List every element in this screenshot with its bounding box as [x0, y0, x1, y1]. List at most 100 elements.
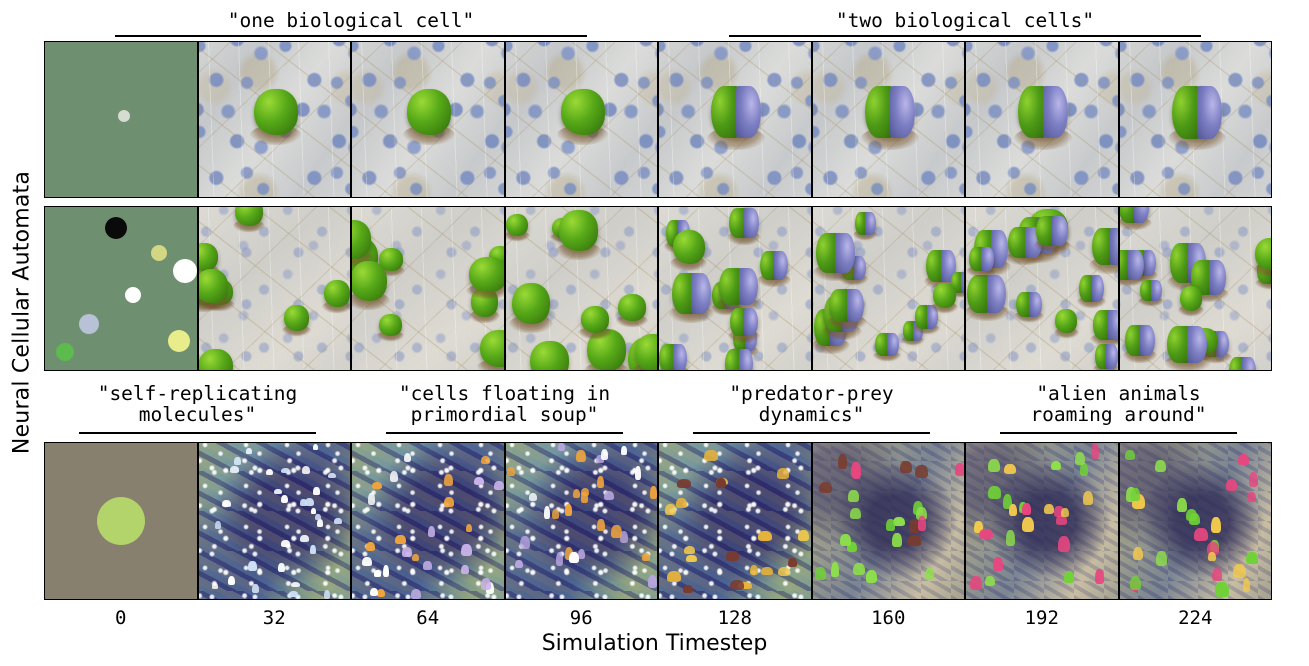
simulation-panel-r2-t224[interactable]: [1119, 206, 1272, 371]
seed-dot: [79, 314, 100, 335]
cell-green-half: [671, 273, 694, 314]
tissue-canvas: [506, 207, 657, 370]
simulation-panel-r2-t32[interactable]: [198, 206, 351, 371]
cell-organism: [615, 294, 649, 327]
cell-blue-half: [1106, 344, 1118, 369]
cell-nest: [376, 266, 405, 277]
simulation-panel-r2-t160[interactable]: [812, 206, 965, 371]
simulation-panel-r2-t96[interactable]: [505, 206, 658, 371]
cell-organism: [1228, 356, 1256, 370]
cell-green-body: [618, 294, 646, 322]
cell-nest: [901, 336, 925, 346]
creature-sprite: [852, 468, 861, 479]
cell-organism: [249, 89, 302, 145]
cell-organism: [321, 280, 350, 314]
cell-green-half: [829, 288, 849, 323]
group-rule-alien-animals-roaming-around: [1000, 432, 1237, 434]
cell-blue-half: [736, 86, 761, 139]
creature-sprite: [246, 448, 253, 454]
creature-sprite: [312, 443, 319, 450]
cell-green-half: [950, 272, 963, 293]
soup-canvas: [352, 443, 504, 599]
cell-green-half: [711, 86, 739, 139]
cell-organism: [1093, 344, 1118, 370]
creature-sprite: [377, 588, 386, 597]
cell-organism: [1177, 285, 1205, 317]
simulation-panel-r2-t128[interactable]: [658, 206, 812, 371]
creature-sprite: [1132, 546, 1144, 561]
cell-organism: [949, 272, 964, 298]
creature-sprite: [1246, 551, 1258, 564]
creature-sprite: [274, 488, 282, 495]
simulation-panel-r3-t128[interactable]: [658, 442, 812, 600]
cell-blue-half: [1110, 227, 1118, 266]
cell-nest: [1013, 311, 1045, 323]
creature-sprite: [985, 575, 995, 587]
simulation-panel-r3-t224[interactable]: [1119, 442, 1272, 600]
soup-canvas: [813, 443, 964, 599]
cell-organism: [1076, 274, 1107, 308]
creature-sprite: [761, 566, 773, 576]
simulation-panel-r1-t224[interactable]: [1119, 41, 1272, 198]
cell-nest: [1254, 278, 1271, 290]
creature-sprite: [290, 581, 300, 588]
tissue-canvas: [199, 42, 350, 197]
simulation-panel-r3-t64[interactable]: [351, 442, 505, 600]
simulation-panel-r3-t96[interactable]: [505, 442, 658, 600]
cell-green-body: [1055, 309, 1077, 333]
soup-canvas: [659, 443, 811, 599]
simulation-panel-r3-t0[interactable]: [44, 442, 198, 600]
simulation-panel-r2-t192[interactable]: [965, 206, 1119, 371]
simulation-panel-r1-t96[interactable]: [505, 41, 658, 198]
cell-green-half: [1120, 250, 1130, 280]
cell-green-body: [506, 213, 529, 237]
seed-canvas: [45, 207, 197, 370]
creature-sprite: [666, 570, 681, 583]
cell-green-body: [378, 248, 403, 272]
creature-sprite: [1207, 541, 1219, 556]
creature-sprite: [1074, 451, 1086, 466]
creature-sprite: [281, 540, 291, 547]
seed-dot: [55, 343, 74, 362]
creature-sprite: [619, 530, 629, 543]
creature-sprite: [300, 498, 307, 507]
cell-green-half: [926, 249, 943, 282]
simulation-panel-r1-t128[interactable]: [658, 41, 812, 198]
creature-sprite: [1063, 570, 1074, 584]
cell-blue-half: [1127, 250, 1144, 280]
creature-sprite: [1176, 498, 1187, 513]
creature-sprite: [1215, 582, 1229, 597]
simulation-panel-r3-t192[interactable]: [965, 442, 1119, 600]
cell-blue-half: [981, 246, 994, 272]
simulation-panel-r1-t160[interactable]: [812, 41, 965, 198]
creature-sprite: [604, 491, 615, 501]
simulation-panel-r1-t64[interactable]: [351, 41, 505, 198]
simulation-panel-r3-t32[interactable]: [198, 442, 351, 600]
simulation-panel-r3-t160[interactable]: [812, 442, 965, 600]
creature-sprite: [924, 568, 935, 581]
creature-sprite: [515, 559, 523, 569]
cell-green-body: [932, 283, 957, 308]
cell-green-half: [759, 250, 776, 281]
cell-blue-half: [1208, 259, 1227, 295]
cell-green-half: [1139, 280, 1153, 302]
cell-blue-half: [887, 333, 900, 356]
cell-organism: [668, 273, 714, 323]
cell-blue-half: [1187, 325, 1208, 364]
simulation-panel-r1-t32[interactable]: [198, 41, 351, 198]
cell-organism: [476, 329, 504, 370]
creature-sprite: [664, 504, 676, 516]
cell-organism: [1033, 215, 1071, 253]
x-axis-label: Simulation Timestep: [541, 631, 768, 656]
cell-blue-half: [926, 305, 939, 329]
cell-green-body: [634, 333, 657, 370]
simulation-panel-r2-t0[interactable]: [44, 206, 198, 371]
simulation-panel-r1-t192[interactable]: [965, 41, 1119, 198]
cell-blue-half: [835, 233, 855, 273]
creature-sprite: [1003, 463, 1016, 475]
tissue-canvas: [813, 42, 964, 197]
simulation-panel-r1-t0[interactable]: [44, 41, 198, 198]
group-title-two-biological-cells: "two biological cells": [835, 9, 1095, 32]
simulation-panel-r2-t64[interactable]: [351, 206, 505, 371]
group-title-one-biological-cell: "one biological cell": [227, 9, 475, 32]
